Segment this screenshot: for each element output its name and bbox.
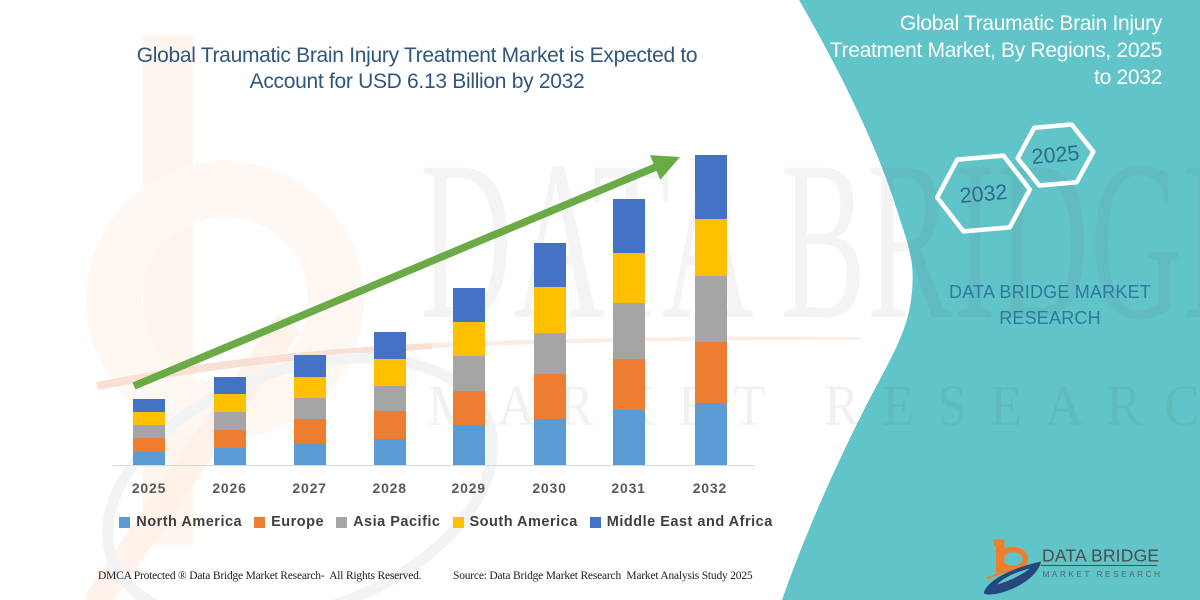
svg-text:2025: 2025 [1031,141,1081,169]
svg-text:MARKET RESEARCH: MARKET RESEARCH [1043,570,1163,579]
svg-text:2032: 2032 [959,180,1009,208]
svg-text:DATA BRIDGE: DATA BRIDGE [1042,546,1159,566]
